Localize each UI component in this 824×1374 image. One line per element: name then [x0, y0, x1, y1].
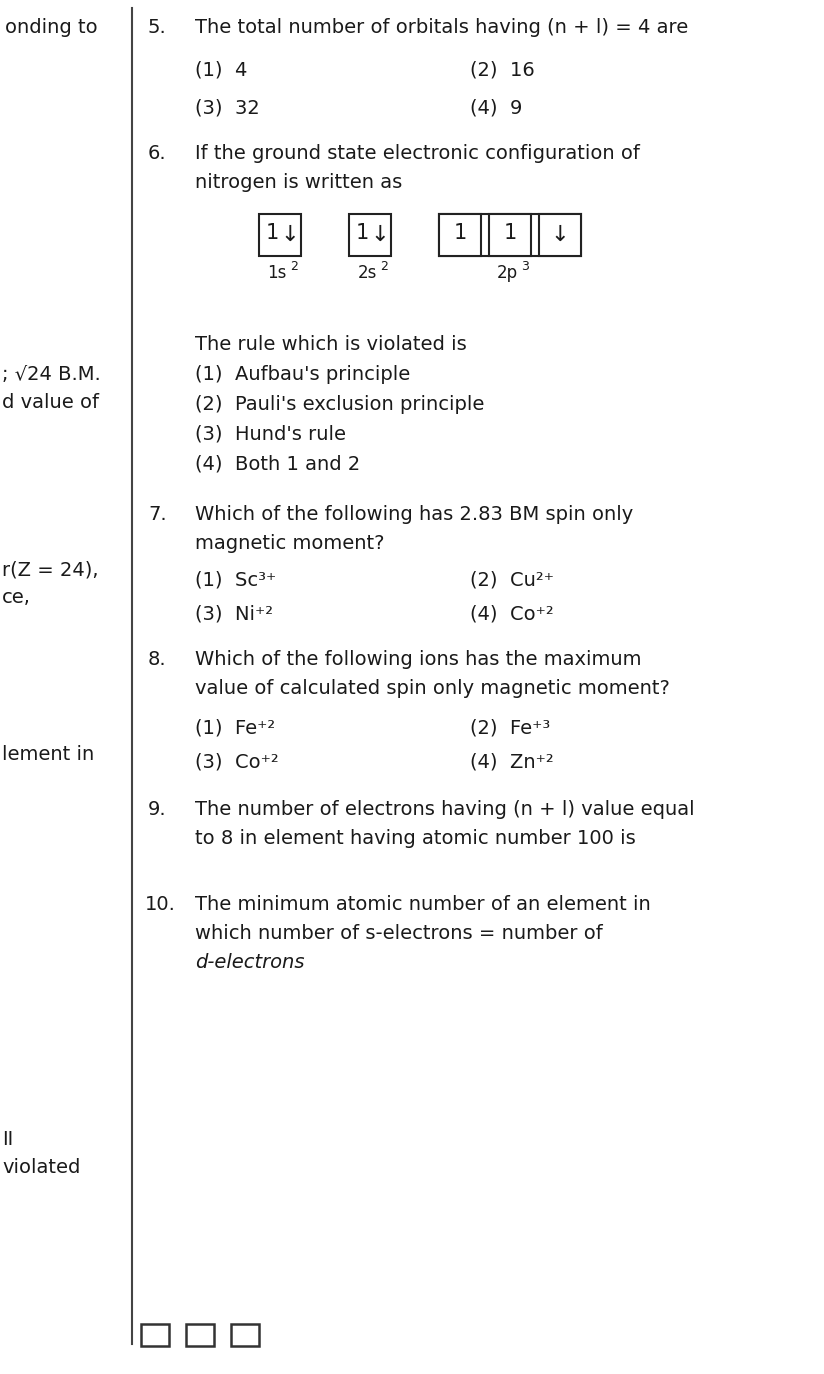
Bar — [231, 1325, 259, 1347]
Bar — [489, 214, 531, 256]
Text: r(Z = 24),: r(Z = 24), — [2, 561, 99, 578]
Bar — [259, 214, 301, 256]
Text: (3)  Ni⁺²: (3) Ni⁺² — [195, 605, 273, 624]
Text: (1)  Aufbau's principle: (1) Aufbau's principle — [195, 365, 410, 383]
Text: The number of electrons having (n + l) value equal: The number of electrons having (n + l) v… — [195, 800, 695, 819]
Bar — [186, 1325, 214, 1347]
Text: (2)  Cu²⁺: (2) Cu²⁺ — [470, 570, 554, 589]
Text: 10.: 10. — [145, 894, 176, 914]
Text: ; √24 B.M.: ; √24 B.M. — [2, 365, 101, 383]
Bar — [439, 214, 481, 256]
Bar — [539, 214, 581, 256]
Text: (2)  Fe⁺³: (2) Fe⁺³ — [470, 719, 550, 736]
Text: (3)  Hund's rule: (3) Hund's rule — [195, 425, 346, 444]
Text: 2: 2 — [380, 260, 388, 273]
Text: ↓: ↓ — [371, 225, 389, 245]
Text: value of calculated spin only magnetic moment?: value of calculated spin only magnetic m… — [195, 679, 670, 698]
Text: (4)  Co⁺²: (4) Co⁺² — [470, 605, 554, 624]
Text: (2)  Pauli's exclusion principle: (2) Pauli's exclusion principle — [195, 394, 485, 414]
Text: (3)  Co⁺²: (3) Co⁺² — [195, 753, 279, 772]
Text: 2s: 2s — [358, 264, 377, 282]
Text: 6.: 6. — [148, 144, 166, 164]
Text: 8.: 8. — [148, 650, 166, 669]
Text: 2p: 2p — [496, 264, 517, 282]
Text: violated: violated — [2, 1158, 81, 1178]
Text: d value of: d value of — [2, 393, 99, 412]
Text: The rule which is violated is: The rule which is violated is — [195, 335, 466, 354]
Text: (4)  Both 1 and 2: (4) Both 1 and 2 — [195, 455, 360, 474]
Text: (2)  16: (2) 16 — [470, 60, 535, 78]
Text: lement in: lement in — [2, 745, 94, 764]
Bar — [141, 1325, 169, 1347]
Text: Which of the following has 2.83 BM spin only: Which of the following has 2.83 BM spin … — [195, 506, 634, 523]
Text: (4)  Zn⁺²: (4) Zn⁺² — [470, 753, 554, 772]
Text: 7.: 7. — [148, 506, 166, 523]
Text: which number of s-electrons = number of: which number of s-electrons = number of — [195, 923, 602, 943]
Bar — [439, 214, 581, 256]
Text: (1)  Sc³⁺: (1) Sc³⁺ — [195, 570, 276, 589]
Text: ↓: ↓ — [281, 225, 299, 245]
Text: onding to: onding to — [5, 18, 97, 37]
Text: d-electrons: d-electrons — [195, 954, 305, 971]
Text: The minimum atomic number of an element in: The minimum atomic number of an element … — [195, 894, 651, 914]
Text: 5.: 5. — [148, 18, 166, 37]
Text: The total number of orbitals having (n + l) = 4 are: The total number of orbitals having (n +… — [195, 18, 688, 37]
Text: II: II — [2, 1129, 13, 1149]
Text: (1)  4: (1) 4 — [195, 60, 247, 78]
Text: (1)  Fe⁺²: (1) Fe⁺² — [195, 719, 275, 736]
Text: (3)  32: (3) 32 — [195, 98, 260, 117]
Text: 9.: 9. — [148, 800, 166, 819]
Text: Which of the following ions has the maximum: Which of the following ions has the maxi… — [195, 650, 642, 669]
Text: 1: 1 — [503, 223, 517, 243]
Text: 1s: 1s — [267, 264, 287, 282]
Text: magnetic moment?: magnetic moment? — [195, 534, 385, 552]
Text: ↓: ↓ — [550, 225, 569, 245]
Text: 3: 3 — [521, 260, 529, 273]
Text: 1: 1 — [355, 223, 368, 243]
Bar — [349, 214, 391, 256]
Text: 2: 2 — [290, 260, 298, 273]
Text: nitrogen is written as: nitrogen is written as — [195, 173, 402, 192]
Text: 1: 1 — [265, 223, 279, 243]
Text: ce,: ce, — [2, 588, 30, 607]
Text: If the ground state electronic configuration of: If the ground state electronic configura… — [195, 144, 640, 164]
Text: (4)  9: (4) 9 — [470, 98, 522, 117]
Text: 1: 1 — [453, 223, 466, 243]
Text: to 8 in element having atomic number 100 is: to 8 in element having atomic number 100… — [195, 829, 636, 848]
